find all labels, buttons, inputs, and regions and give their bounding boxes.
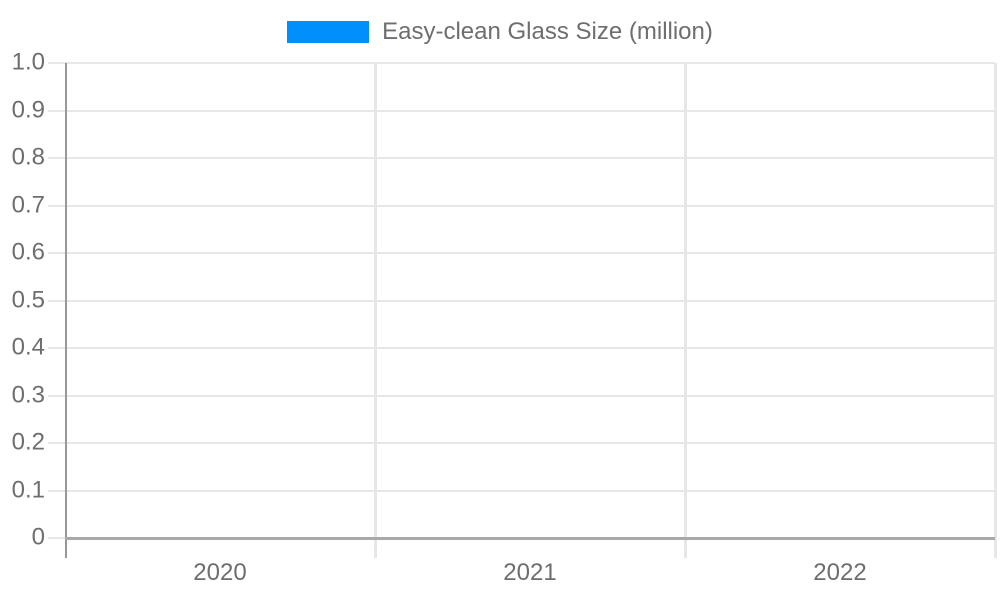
y-axis-tick-label: 0.5	[11, 285, 45, 313]
x-gridline	[373, 63, 377, 558]
y-gridline	[48, 442, 995, 444]
y-axis-tick-label: 0.6	[11, 238, 45, 266]
x-axis-tick-label: 2021	[503, 559, 557, 586]
y-gridline	[48, 109, 995, 112]
y-gridline	[48, 347, 995, 349]
y-axis-tick-label: 0.7	[11, 190, 45, 218]
legend-label: Easy-clean Glass Size (million)	[382, 18, 713, 45]
y-gridline	[48, 299, 995, 302]
y-axis-tick-label: 0.8	[11, 143, 45, 171]
x-gridline	[993, 63, 997, 558]
x-axis-tick-label: 2020	[193, 559, 247, 586]
legend-swatch	[287, 21, 370, 43]
y-axis-tick-label: 0	[31, 523, 45, 551]
y-axis-tick-label: 0.2	[11, 428, 45, 456]
y-axis-tick-label: 0.1	[11, 475, 45, 503]
y-axis-tick-label: 0.4	[11, 333, 45, 361]
y-gridline	[48, 252, 995, 254]
x-axis-tick-label: 2022	[813, 559, 867, 586]
chart-legend-item[interactable]: Easy-clean Glass Size (million)	[0, 16, 1000, 48]
y-gridline	[48, 204, 995, 207]
y-axis-tick-label: 0.9	[11, 95, 45, 123]
x-gridline	[683, 63, 687, 558]
y-axis-line	[65, 63, 67, 558]
y-gridline	[48, 157, 995, 159]
y-gridline	[48, 62, 995, 64]
y-axis-tick-label: 1.0	[11, 48, 45, 76]
y-gridline	[48, 394, 995, 397]
y-gridline	[48, 489, 995, 492]
x-axis-baseline	[65, 537, 995, 540]
y-axis-tick-label: 0.3	[11, 380, 45, 408]
